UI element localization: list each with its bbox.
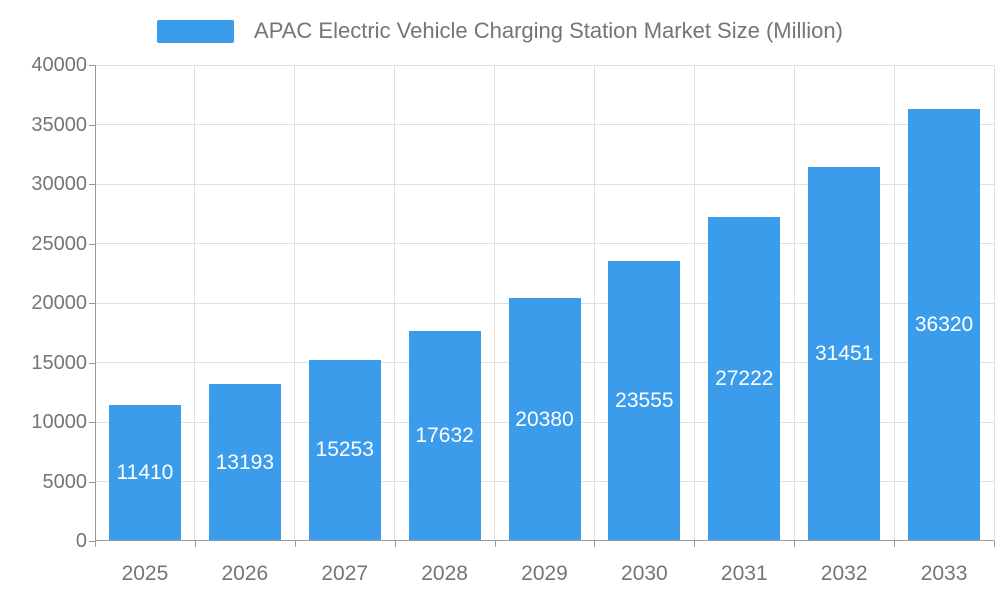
y-tick-label: 30000: [31, 173, 87, 195]
y-tick-mark: [89, 362, 95, 364]
grid-line-h: [95, 183, 994, 185]
x-tick-label: 2027: [321, 562, 369, 585]
bar-value-label: 23555: [615, 388, 674, 412]
x-tick-label: 2031: [720, 562, 768, 585]
x-tick-mark: [694, 541, 696, 547]
bar-value-label: 13193: [215, 450, 275, 474]
bar-value-label: 11410: [116, 461, 174, 485]
legend[interactable]: APAC Electric Vehicle Charging Station M…: [0, 14, 1000, 48]
x-tick-label: 2026: [221, 562, 269, 585]
y-axis-line: [95, 65, 96, 542]
bar-value-label: 36320: [914, 312, 974, 336]
legend-label: APAC Electric Vehicle Charging Station M…: [254, 18, 843, 43]
bar[interactable]: 20380: [508, 298, 581, 541]
grid-line-h: [95, 64, 994, 66]
legend-swatch: [157, 19, 235, 43]
y-tick-label: 40000: [31, 54, 87, 76]
x-tick-label: 2028: [421, 562, 468, 585]
y-tick-mark: [89, 541, 95, 542]
grid-line-v: [494, 65, 496, 541]
grid-line-v: [593, 65, 595, 541]
y-tick-label: 10000: [31, 411, 87, 433]
y-tick-label: 5000: [42, 470, 88, 493]
y-tick-label: 0: [75, 530, 87, 552]
y-tick-mark: [89, 422, 95, 423]
grid-line-v: [693, 65, 695, 541]
grid-line-v: [394, 65, 396, 541]
x-axis-line: [95, 540, 994, 541]
x-tick-mark: [494, 541, 496, 547]
x-tick-mark: [95, 541, 96, 547]
bar-value-label: 17632: [415, 424, 474, 448]
grid-line-h: [95, 124, 994, 125]
x-tick-mark: [794, 541, 796, 547]
bar[interactable]: 23555: [608, 260, 681, 541]
x-tick-mark: [394, 541, 396, 547]
y-tick-mark: [89, 124, 95, 126]
plot-area: 11410 13193 15253 17632 20380 23555 27222 31451…: [95, 64, 995, 542]
bar[interactable]: 27222: [708, 217, 781, 541]
bar[interactable]: 31451: [808, 166, 881, 541]
bar-value-label: 20380: [515, 407, 574, 431]
x-tick-mark: [594, 541, 596, 547]
x-tick-mark: [294, 541, 296, 547]
bar[interactable]: 17632: [408, 331, 481, 541]
x-tick-mark: [894, 541, 896, 547]
grid-line-v: [294, 65, 296, 541]
x-tick-label: 2029: [521, 562, 568, 585]
y-tick-mark: [89, 303, 95, 304]
y-tick-mark: [89, 184, 95, 185]
x-tick-mark: [194, 541, 196, 547]
x-tick-label: 2033: [920, 562, 968, 585]
x-tick-label: 2032: [820, 562, 868, 585]
bar[interactable]: 15253: [308, 359, 381, 541]
y-tick-mark: [89, 481, 95, 483]
bar[interactable]: 11410: [108, 405, 181, 541]
y-tick-label: 15000: [31, 351, 87, 374]
x-tick-label: 2025: [121, 562, 169, 585]
grid-line-v: [993, 65, 995, 541]
grid-line-v: [793, 65, 795, 541]
grid-line-v: [893, 65, 895, 541]
y-tick-label: 25000: [31, 232, 87, 255]
y-tick-mark: [89, 243, 95, 245]
bar-value-label: 27222: [715, 367, 774, 391]
bar-value-label: 15253: [315, 438, 374, 462]
bar[interactable]: 36320: [908, 108, 981, 541]
x-tick-label: 2030: [621, 562, 668, 585]
x-tick-mark: [994, 541, 995, 547]
grid-line-h: [95, 243, 994, 244]
bar[interactable]: 13193: [208, 384, 281, 541]
bar-value-label: 31451: [814, 341, 874, 365]
y-tick-label: 35000: [31, 113, 87, 136]
grid-line-v: [194, 65, 196, 541]
y-tick-label: 20000: [31, 292, 87, 314]
y-tick-mark: [89, 65, 95, 66]
